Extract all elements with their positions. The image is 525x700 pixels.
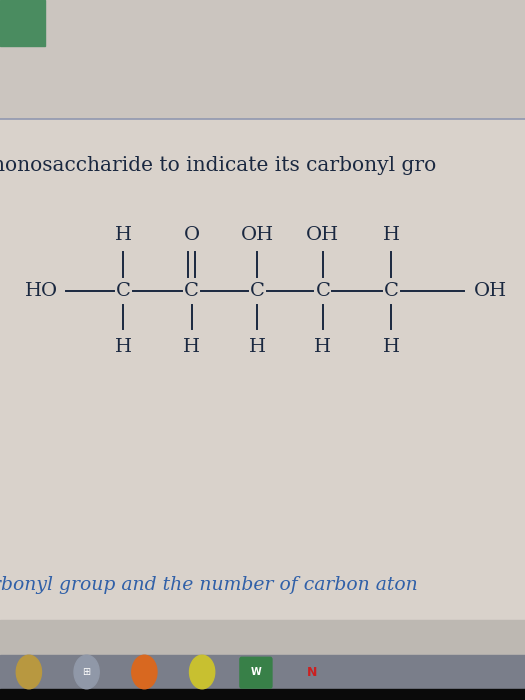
Text: C: C <box>184 281 199 300</box>
Bar <box>0 0 525 119</box>
Text: H: H <box>314 337 331 356</box>
Text: OH: OH <box>306 225 340 244</box>
Text: H: H <box>383 225 400 244</box>
Circle shape <box>132 655 157 689</box>
Circle shape <box>74 655 99 689</box>
Circle shape <box>16 655 41 689</box>
Text: HO: HO <box>25 281 59 300</box>
Bar <box>0 119 525 620</box>
Bar <box>0 0 45 46</box>
FancyBboxPatch shape <box>240 657 272 688</box>
Text: N: N <box>307 666 318 678</box>
Circle shape <box>190 655 215 689</box>
Text: H: H <box>383 337 400 356</box>
Bar <box>0 620 525 654</box>
Text: C: C <box>250 281 265 300</box>
Text: H: H <box>249 337 266 356</box>
Text: nonosaccharide to indicate its carbonyl gro: nonosaccharide to indicate its carbonyl … <box>0 156 436 176</box>
Text: H: H <box>183 337 200 356</box>
Text: OH: OH <box>474 281 508 300</box>
Text: C: C <box>384 281 398 300</box>
Text: H: H <box>115 337 132 356</box>
Text: C: C <box>116 281 131 300</box>
Text: H: H <box>115 225 132 244</box>
Text: C: C <box>316 281 330 300</box>
Bar <box>0 689 525 700</box>
Text: OH: OH <box>240 225 274 244</box>
Text: O: O <box>184 225 200 244</box>
Text: rbonyl group and the number of carbon aton: rbonyl group and the number of carbon at… <box>0 575 418 594</box>
Text: W: W <box>250 667 261 677</box>
Bar <box>0 654 525 689</box>
Text: ⊞: ⊞ <box>82 667 91 677</box>
